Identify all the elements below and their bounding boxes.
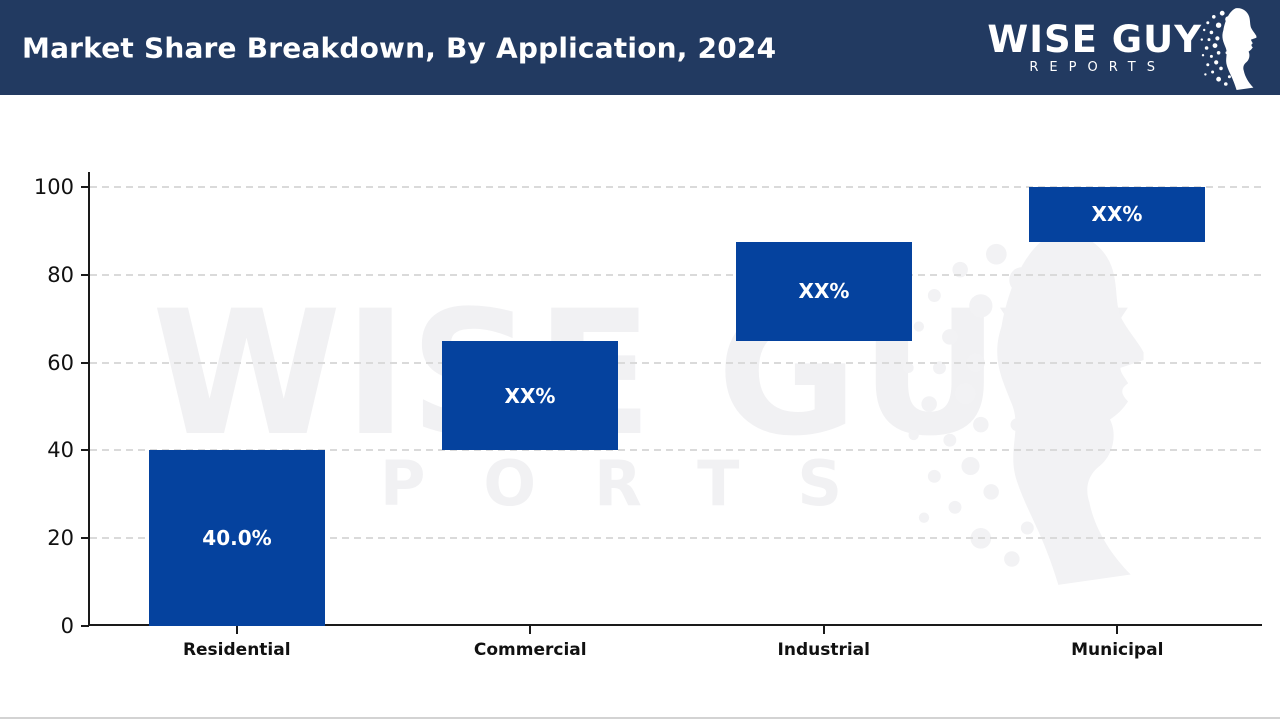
y-tick-label-40: 40 — [47, 438, 74, 463]
bar-residential: 40.0% — [149, 450, 325, 626]
y-tick-label-80: 80 — [47, 262, 74, 287]
bottom-border — [0, 717, 1280, 719]
gridline-40 — [90, 449, 1262, 452]
y-tick-label-20: 20 — [47, 526, 74, 551]
y-tick-60 — [81, 361, 89, 364]
y-tick-80 — [81, 273, 89, 276]
y-tick-100 — [81, 186, 89, 188]
x-label-industrial: Industrial — [777, 640, 870, 660]
x-label-commercial: Commercial — [473, 640, 587, 660]
bar-commercial: XX% — [442, 340, 618, 451]
gridline-80 — [90, 273, 1262, 276]
gridline-60 — [90, 361, 1262, 364]
x-tick-industrial — [822, 626, 825, 634]
logo-wordmark: WISE GUY — [987, 18, 1202, 61]
y-tick-20 — [81, 537, 89, 540]
bar-value-label: 40.0% — [202, 526, 272, 551]
x-tick-residential — [235, 626, 238, 634]
y-tick-label-0: 0 — [60, 614, 74, 638]
x-label-residential: Residential — [182, 640, 291, 660]
plot-area: 0 20 40 60 80 100 40.0% Residential XX% Commercia… — [34, 172, 1262, 660]
page-title: Market Share Breakdown, By Application, … — [22, 31, 777, 64]
bar-industrial: XX% — [736, 241, 912, 341]
gridline-20 — [90, 537, 1262, 540]
logo-text: WISE GUY REPORTS — [987, 20, 1202, 76]
logo-subtitle: REPORTS — [1029, 60, 1166, 75]
x-label-municipal: Municipal — [1071, 640, 1164, 660]
y-tick-label-60: 60 — [47, 350, 74, 375]
bar-value-label: XX% — [1091, 202, 1143, 227]
y-tick-label-100: 100 — [33, 175, 74, 199]
wise-guy-logo: WISE GUY REPORTS — [987, 6, 1266, 90]
x-tick-commercial — [529, 626, 532, 634]
bar-municipal: XX% — [1029, 187, 1205, 242]
header-bar: Market Share Breakdown, By Application, … — [0, 0, 1280, 95]
y-tick-0 — [81, 625, 89, 627]
bar-value-label: XX% — [504, 383, 556, 408]
y-tick-40 — [81, 449, 89, 452]
gridline-100 — [90, 186, 1262, 188]
x-tick-municipal — [1116, 626, 1119, 634]
bar-value-label: XX% — [798, 279, 850, 304]
